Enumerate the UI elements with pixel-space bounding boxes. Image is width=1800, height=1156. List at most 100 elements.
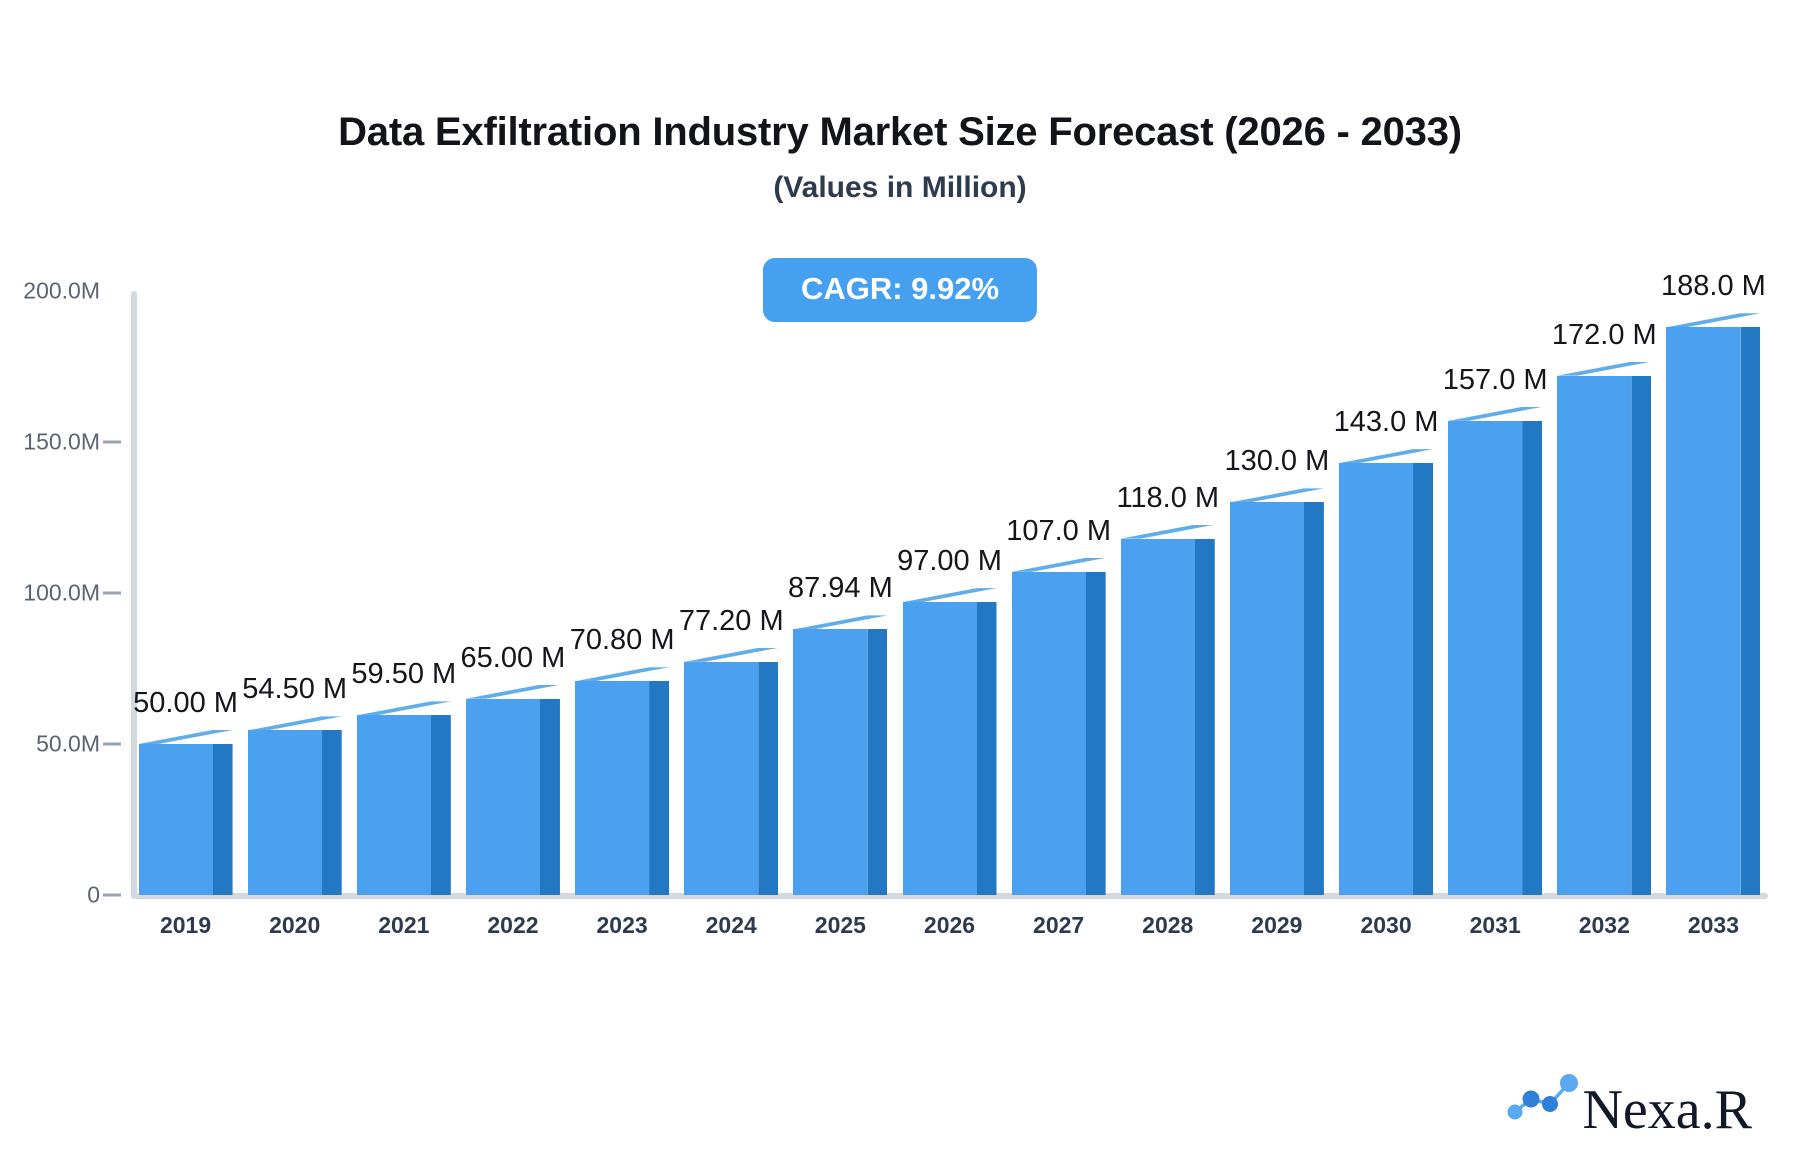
bar-front-face — [902, 602, 977, 895]
chart-subtitle: (Values in Million) — [773, 170, 1027, 204]
x-axis-tick-label: 2027 — [1033, 912, 1085, 938]
bar-front-face — [247, 730, 322, 895]
bar-side-face — [1631, 375, 1652, 895]
bar-side-face — [1303, 502, 1324, 895]
bar-top-face — [247, 716, 342, 731]
bar-top-face — [1339, 449, 1434, 464]
bar-side-face — [1085, 571, 1106, 895]
bar-front-face — [684, 661, 759, 895]
bar-front-face — [1339, 463, 1414, 895]
bar[interactable] — [247, 716, 342, 895]
bar[interactable] — [1339, 449, 1434, 895]
bar-group: 107.0 M — [1006, 291, 1111, 895]
bar-group: 188.0 M — [1661, 272, 1766, 895]
bar-top-face — [1448, 406, 1543, 421]
bar-side-face — [976, 602, 997, 895]
bar[interactable] — [465, 684, 560, 895]
bar-value-label: 59.50 M — [351, 658, 457, 691]
bar-top-face — [1229, 488, 1324, 503]
bar-side-face — [1740, 327, 1761, 895]
bar-front-face — [1666, 327, 1741, 895]
bar-value-label: 172.0 M — [1551, 318, 1657, 351]
bar-front-face — [465, 698, 540, 895]
bar-value-label: 130.0 M — [1224, 445, 1330, 478]
bar-front-face — [138, 744, 213, 895]
bar[interactable] — [138, 730, 233, 895]
bar-value-label: 70.80 M — [569, 624, 675, 657]
bar[interactable] — [575, 667, 670, 895]
bar-group: 157.0 M — [1443, 291, 1548, 895]
bar-side-face — [867, 629, 888, 895]
y-axis-tick-mark — [103, 440, 121, 444]
y-axis-line — [131, 291, 137, 899]
bar-front-face — [1448, 420, 1523, 895]
bar-front-face — [1120, 538, 1195, 895]
x-axis-tick-label: 2019 — [159, 912, 212, 938]
bar-top-face — [138, 730, 233, 744]
bar-front-face — [1011, 571, 1086, 895]
bar-group: 97.00 M — [897, 291, 1002, 895]
bar-value-label: 54.50 M — [242, 673, 348, 706]
bar-top-face — [1120, 524, 1215, 539]
bar-front-face — [1557, 375, 1632, 895]
bar[interactable] — [356, 701, 451, 895]
y-axis-tick-label: 150.0M — [23, 428, 100, 455]
y-axis-tick-mark — [103, 893, 121, 897]
bar-top-face — [1666, 313, 1761, 328]
bar-top-face — [684, 647, 779, 662]
brand-name: Nexa.R — [1582, 1079, 1752, 1141]
bar-value-label: 107.0 M — [1006, 514, 1112, 547]
x-axis-tick-label: 2022 — [487, 912, 539, 938]
bar[interactable] — [1557, 361, 1652, 895]
bar-value-label: 50.00 M — [133, 687, 238, 719]
bar[interactable] — [1120, 524, 1215, 895]
x-axis-tick-label: 2026 — [923, 912, 976, 938]
x-axis-tick-label: 2020 — [269, 912, 321, 938]
bar-top-face — [1557, 361, 1652, 376]
bar[interactable] — [902, 588, 997, 895]
bar-group: 172.0 M — [1552, 291, 1657, 895]
bar-series: 50.00 M 54.50 M 59.50 M 65.00 M 70.80 M 77.20… — [131, 272, 1768, 895]
bar-group: 118.0 M — [1116, 291, 1219, 895]
bar-front-face — [1229, 502, 1304, 895]
bar-side-face — [1413, 463, 1434, 895]
bar-value-label: 143.0 M — [1333, 406, 1439, 439]
line-chart-dots-icon — [1506, 1071, 1584, 1128]
bar-side-face — [649, 681, 670, 895]
bar-group: 70.80 M — [570, 291, 674, 895]
bar-value-label: 118.0 M — [1116, 481, 1220, 514]
x-axis-tick-label: 2024 — [705, 912, 757, 938]
bar-side-face — [758, 661, 779, 895]
bar[interactable] — [684, 647, 779, 895]
bar-top-face — [902, 588, 997, 603]
bar[interactable] — [1229, 488, 1324, 895]
bar[interactable] — [793, 615, 888, 895]
bar-group: 50.00 M — [133, 291, 238, 895]
x-axis-tick-label: 2030 — [1360, 912, 1412, 938]
bar-value-label: 65.00 M — [460, 641, 566, 674]
x-axis-tick-label: 2028 — [1142, 912, 1194, 938]
bar-front-face — [793, 629, 868, 895]
y-axis-tick-label: 0 — [87, 881, 100, 908]
bar[interactable] — [1448, 406, 1543, 895]
bar-top-face — [575, 667, 670, 682]
bar[interactable] — [1666, 313, 1761, 895]
x-axis-tick-label: 2029 — [1251, 912, 1303, 938]
x-axis-tick-label: 2032 — [1578, 912, 1630, 938]
bar-value-label: 157.0 M — [1442, 363, 1548, 396]
x-axis-line — [131, 893, 1768, 899]
bar-group: 77.20 M — [679, 291, 784, 895]
x-axis-tick-label: 2021 — [378, 912, 430, 938]
page-title: Data Exfiltration Industry Market Size F… — [338, 110, 1462, 154]
bar[interactable] — [1011, 557, 1106, 895]
x-axis-tick-label: 2025 — [814, 912, 866, 938]
bar-top-face — [1011, 557, 1106, 572]
brand-logo: Nexa.R — [1500, 1074, 1752, 1141]
y-axis-tick-mark — [103, 591, 121, 595]
bar-side-face — [212, 744, 233, 895]
y-axis-tick-mark — [103, 742, 121, 746]
bar-side-face — [1522, 420, 1543, 895]
bar-top-face — [356, 701, 451, 716]
